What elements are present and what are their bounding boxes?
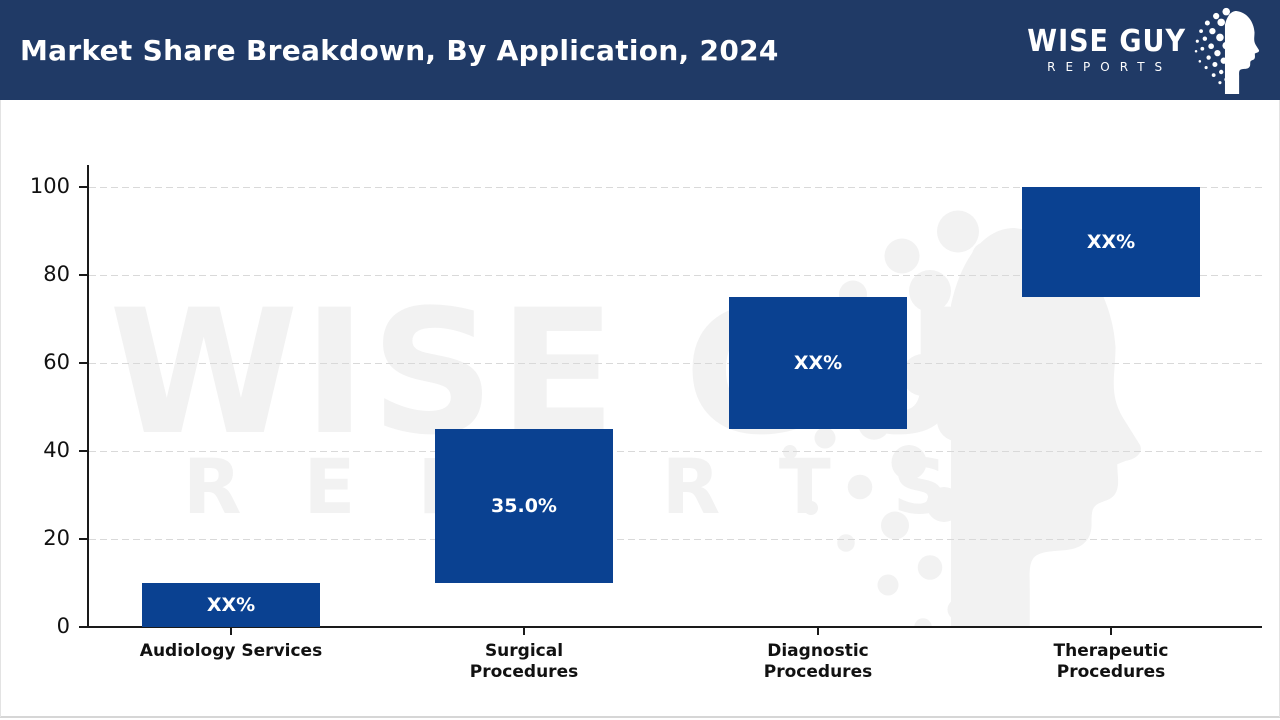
wiseguy-logo: WISE GUY REPORTS: [1027, 6, 1268, 94]
gridline-40: [89, 451, 1262, 452]
bar-value-label-2: XX%: [793, 352, 843, 374]
y-tick-label-20: 20: [43, 526, 70, 550]
x-tick-label-1: Surgical Procedures: [394, 641, 654, 683]
x-tick-label-line: Procedures: [469, 662, 579, 682]
y-tickmark-60: [79, 362, 87, 364]
gridline-60: [89, 363, 1262, 364]
x-tickmark-0: [230, 627, 232, 635]
x-tick-label-2: Diagnostic Procedures: [688, 641, 948, 683]
bar-0: XX%: [142, 583, 320, 627]
x-tick-label-3: Therapeutic Procedures: [981, 641, 1241, 683]
x-tickmark-2: [817, 627, 819, 635]
wiseguy-face-icon: [1194, 7, 1260, 94]
logo-reports-label: REPORTS: [1047, 60, 1173, 74]
x-tick-label-0: Audiology Services: [101, 641, 361, 662]
chart-title: Market Share Breakdown, By Application, …: [20, 33, 779, 67]
bottom-divider: [0, 716, 1280, 718]
x-tick-label-line: Procedures: [1056, 662, 1166, 682]
y-tickmark-40: [79, 450, 87, 452]
bar-value-label-0: XX%: [206, 594, 256, 616]
bar-3: XX%: [1022, 187, 1200, 297]
logo-text: WISE GUY REPORTS: [1027, 24, 1186, 75]
x-tickmark-3: [1110, 627, 1112, 635]
gridline-20: [89, 539, 1262, 540]
bar-2: XX%: [729, 297, 907, 429]
bar-value-label-1: 35.0%: [491, 495, 557, 517]
y-tick-label-60: 60: [43, 350, 70, 374]
y-tick-label-0: 0: [56, 614, 70, 638]
y-tickmark-0: [79, 626, 87, 628]
left-edge-line: [0, 100, 1, 717]
y-tickmark-80: [79, 274, 87, 276]
gridline-80: [89, 275, 1262, 276]
bar-1: 35.0%: [435, 429, 613, 583]
x-tick-label-line: Therapeutic: [1053, 641, 1169, 661]
gridline-100: [89, 187, 1262, 188]
bar-value-label-3: XX%: [1086, 231, 1136, 253]
header-bar: Market Share Breakdown, By Application, …: [0, 0, 1280, 100]
x-tick-label-line: Diagnostic: [767, 641, 869, 661]
x-tickmark-1: [523, 627, 525, 635]
logo-wiseguy-label: WISE GUY: [1027, 24, 1186, 59]
y-tickmark-20: [79, 538, 87, 540]
x-axis: [87, 626, 1262, 628]
y-tick-label-80: 80: [43, 262, 70, 286]
y-tickmark-100: [79, 186, 87, 188]
y-tick-label-40: 40: [43, 438, 70, 462]
y-tick-label-100: 100: [29, 174, 70, 198]
y-axis: [87, 165, 89, 628]
x-tick-label-line: Procedures: [763, 662, 873, 682]
x-tick-label-line: Surgical: [484, 641, 564, 661]
x-tick-label-line: Audiology Services: [139, 641, 323, 661]
